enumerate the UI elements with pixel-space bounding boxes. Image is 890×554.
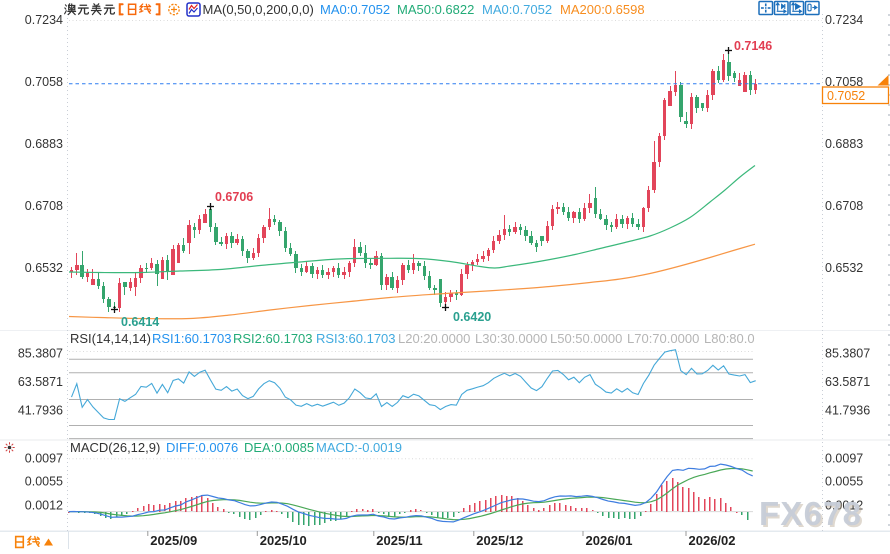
- svg-text:MA200:0.6598: MA200:0.6598: [560, 2, 645, 17]
- svg-text:2026/02: 2026/02: [689, 533, 736, 548]
- svg-text:0.7146: 0.7146: [734, 39, 772, 53]
- svg-text:0.6708: 0.6708: [825, 199, 863, 213]
- svg-text:0.0097: 0.0097: [25, 452, 63, 466]
- svg-text:L70:70.0000: L70:70.0000: [627, 331, 699, 346]
- svg-text:0.7058: 0.7058: [825, 75, 863, 89]
- svg-text:41.7936: 41.7936: [825, 404, 870, 418]
- svg-text:0.6414: 0.6414: [121, 315, 159, 329]
- svg-text:0.6708: 0.6708: [25, 199, 63, 213]
- svg-text:0.0012: 0.0012: [825, 499, 863, 513]
- svg-text:0.7234: 0.7234: [825, 13, 863, 27]
- svg-text:MA0:0.7052: MA0:0.7052: [320, 2, 390, 17]
- svg-text:DIFF:0.0076: DIFF:0.0076: [166, 440, 238, 455]
- svg-text:FX678: FX678: [761, 497, 864, 534]
- svg-text:0.7234: 0.7234: [25, 13, 63, 27]
- svg-text:0.6420: 0.6420: [453, 310, 491, 324]
- svg-text:MACD(26,12,9): MACD(26,12,9): [70, 440, 160, 455]
- svg-text:41.7936: 41.7936: [18, 404, 63, 418]
- svg-text:RSI(14,14,14): RSI(14,14,14): [70, 331, 151, 346]
- svg-text:85.3807: 85.3807: [18, 347, 63, 361]
- svg-text:RSI3:60.1703: RSI3:60.1703: [316, 331, 396, 346]
- svg-text:2026/01: 2026/01: [586, 533, 633, 548]
- svg-text:63.5871: 63.5871: [18, 375, 63, 389]
- svg-text:0.0012: 0.0012: [25, 499, 63, 513]
- svg-text:2025/12: 2025/12: [476, 533, 523, 548]
- svg-text:MACD:-0.0019: MACD:-0.0019: [316, 440, 402, 455]
- svg-text:0.6532: 0.6532: [25, 261, 63, 275]
- svg-text:L80:80.0: L80:80.0: [704, 331, 755, 346]
- svg-text:2025/09: 2025/09: [150, 533, 197, 548]
- svg-text:MA0:0.7052: MA0:0.7052: [482, 2, 552, 17]
- svg-text:0.0097: 0.0097: [825, 452, 863, 466]
- svg-text:L50:50.0000: L50:50.0000: [550, 331, 622, 346]
- svg-text:0.0055: 0.0055: [825, 475, 863, 489]
- svg-text:0.0055: 0.0055: [25, 475, 63, 489]
- svg-text:2025/10: 2025/10: [260, 533, 307, 548]
- svg-text:0.7052: 0.7052: [827, 89, 865, 103]
- svg-text:L30:30.0000: L30:30.0000: [475, 331, 547, 346]
- svg-text:DEA:0.0085: DEA:0.0085: [244, 440, 314, 455]
- svg-text:RSI2:60.1703: RSI2:60.1703: [233, 331, 313, 346]
- svg-text:FX678: FX678: [759, 495, 862, 532]
- svg-text:2025/11: 2025/11: [376, 533, 422, 548]
- svg-text:85.3807: 85.3807: [825, 347, 870, 361]
- svg-text:RSI1:60.1703: RSI1:60.1703: [152, 331, 232, 346]
- svg-text:0.6883: 0.6883: [825, 137, 863, 151]
- svg-text:0.7058: 0.7058: [25, 75, 63, 89]
- svg-text:0.6532: 0.6532: [825, 261, 863, 275]
- svg-text:MA50:0.6822: MA50:0.6822: [397, 2, 474, 17]
- svg-text:0.6883: 0.6883: [25, 137, 63, 151]
- svg-text:63.5871: 63.5871: [825, 375, 870, 389]
- svg-text:L20:20.0000: L20:20.0000: [398, 331, 470, 346]
- svg-text:MA(0,50,0,200,0,0): MA(0,50,0,200,0,0): [203, 2, 314, 17]
- svg-text:0.6706: 0.6706: [215, 190, 253, 204]
